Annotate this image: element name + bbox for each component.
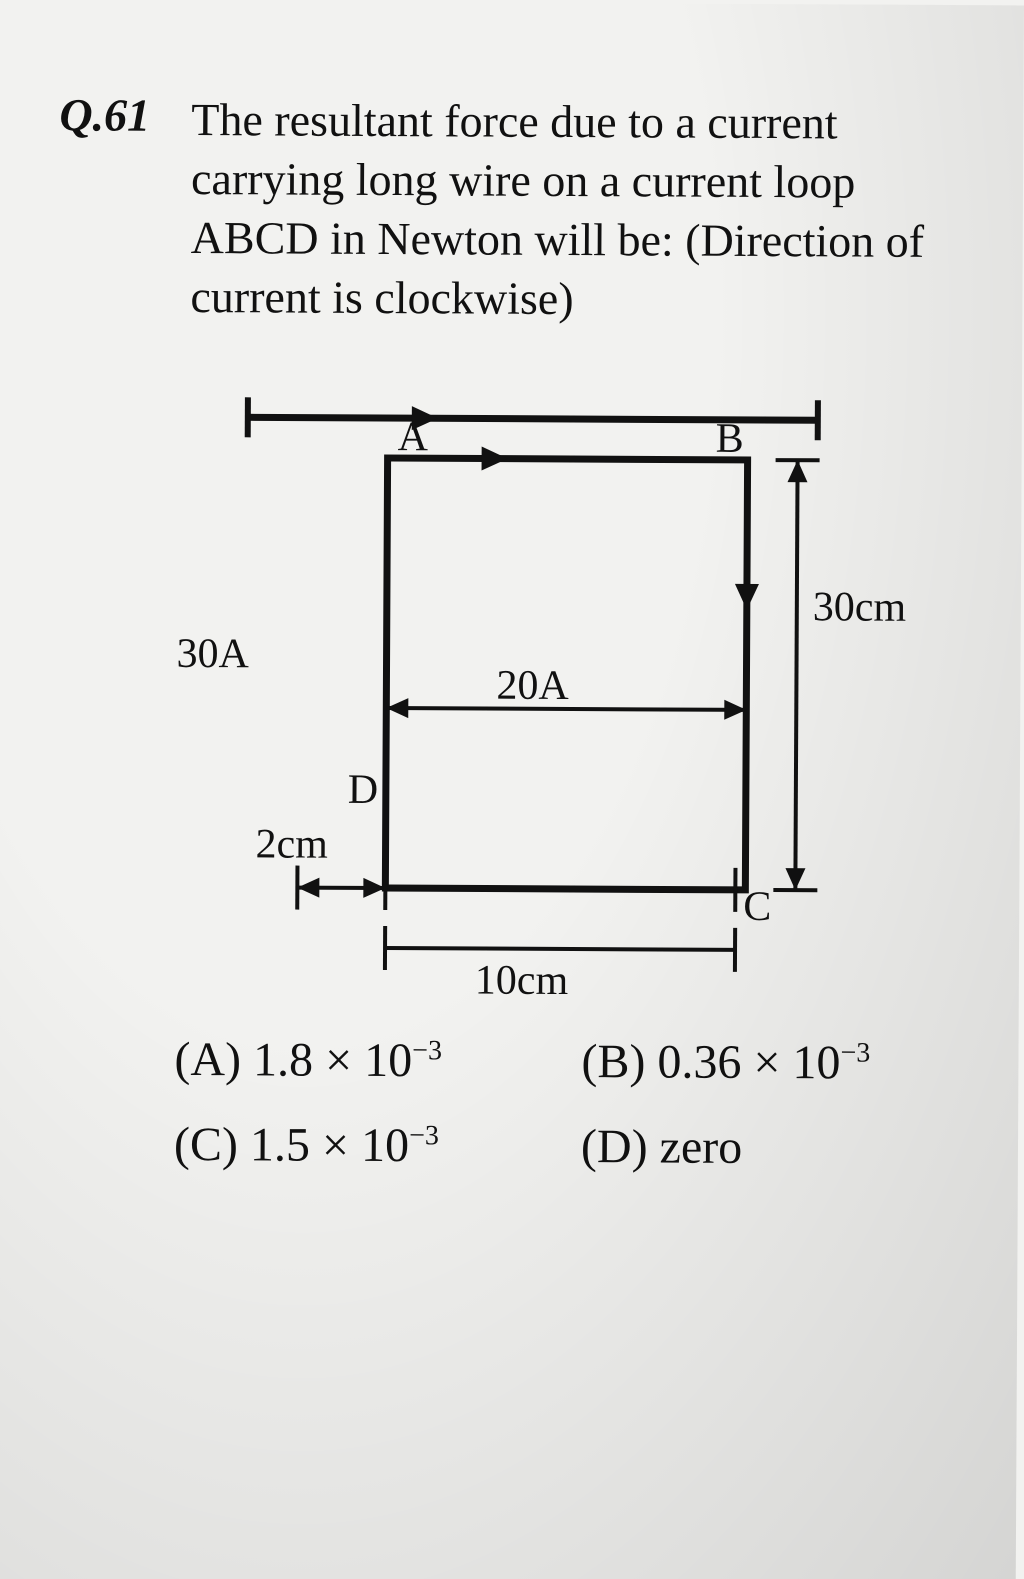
loop-height-label: 30cm: [813, 584, 907, 630]
question-number: Q.61: [59, 90, 169, 141]
option-C-exp: −3: [409, 1120, 439, 1151]
option-C: (C) 1.5 × 10−3: [174, 1116, 551, 1173]
loop-current-label: 20A: [496, 662, 569, 708]
corner-C: C: [743, 883, 771, 929]
corner-A: A: [398, 414, 429, 460]
option-B-text: (B) 0.36 × 10: [581, 1035, 840, 1089]
option-D: (D) zero: [581, 1119, 958, 1176]
option-A-exp: −3: [412, 1035, 442, 1066]
option-B-exp: −3: [840, 1037, 870, 1068]
question-row: Q.61 The resultant force due to a curren…: [58, 90, 963, 330]
option-A-text: (A) 1.8 × 10: [174, 1032, 412, 1086]
corner-B: B: [716, 415, 744, 461]
page: Q.61 The resultant force due to a curren…: [0, 0, 1024, 1579]
diagram: 30A A B 30cm 20A D C: [175, 356, 962, 1005]
loop-width-label: 10cm: [475, 957, 569, 1000]
wire-current-label: 30A: [176, 630, 249, 676]
option-D-text: (D) zero: [581, 1120, 743, 1174]
options-grid: (A) 1.8 × 10−3 (B) 0.36 × 10−3 (C) 1.5 ×…: [174, 1031, 959, 1175]
option-A: (A) 1.8 × 10−3: [174, 1031, 551, 1088]
gap-label: 2cm: [255, 821, 328, 867]
option-B: (B) 0.36 × 10−3: [581, 1034, 958, 1091]
circuit-diagram-svg: 30A A B 30cm 20A D C: [175, 356, 938, 1000]
question-text: The resultant force due to a current car…: [190, 91, 963, 331]
option-C-text: (C) 1.5 × 10: [174, 1117, 409, 1171]
corner-D: D: [348, 766, 379, 812]
